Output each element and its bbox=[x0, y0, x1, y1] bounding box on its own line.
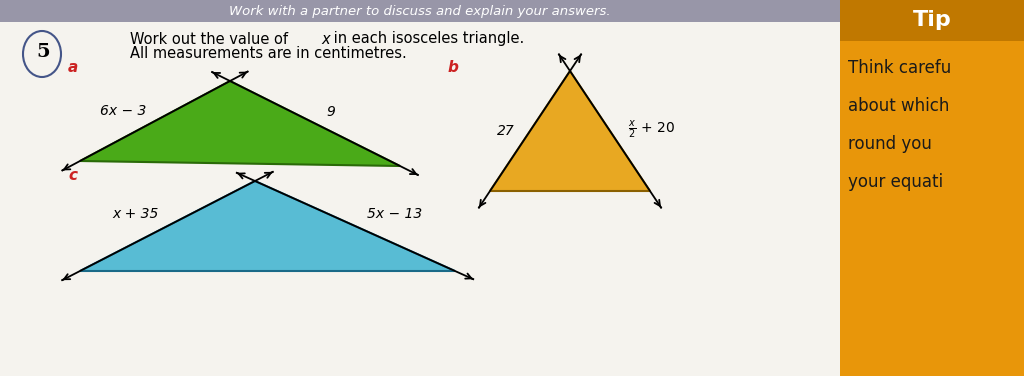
Text: Work with a partner to discuss and explain your answers.: Work with a partner to discuss and expla… bbox=[229, 5, 610, 18]
Text: Think carefu: Think carefu bbox=[848, 59, 951, 77]
Text: 5x − 13: 5x − 13 bbox=[368, 207, 423, 221]
Text: $\frac{x}{2}$ + 20: $\frac{x}{2}$ + 20 bbox=[629, 118, 676, 140]
Polygon shape bbox=[80, 181, 455, 271]
Bar bbox=[840, 0, 1024, 41]
Text: 6x − 3: 6x − 3 bbox=[99, 104, 146, 118]
Polygon shape bbox=[80, 81, 400, 166]
Text: 27: 27 bbox=[497, 124, 515, 138]
Bar bbox=[840, 0, 1024, 376]
Bar bbox=[0, 0, 840, 22]
Text: about which: about which bbox=[848, 97, 949, 115]
Polygon shape bbox=[490, 71, 650, 191]
Text: c: c bbox=[68, 168, 77, 183]
Text: round you: round you bbox=[848, 135, 937, 153]
Text: b: b bbox=[449, 61, 459, 76]
Text: 5: 5 bbox=[36, 43, 50, 61]
Text: x + 35: x + 35 bbox=[113, 207, 159, 221]
Text: x: x bbox=[321, 32, 330, 47]
Text: your equati: your equati bbox=[848, 173, 943, 191]
Text: All measurements are in centimetres.: All measurements are in centimetres. bbox=[130, 47, 407, 62]
Text: Tip: Tip bbox=[912, 10, 951, 30]
Bar bbox=[0, 22, 840, 376]
Text: in each isosceles triangle.: in each isosceles triangle. bbox=[329, 32, 524, 47]
Text: a: a bbox=[68, 61, 78, 76]
Text: 9: 9 bbox=[327, 105, 336, 118]
Text: Work out the value of: Work out the value of bbox=[130, 32, 293, 47]
